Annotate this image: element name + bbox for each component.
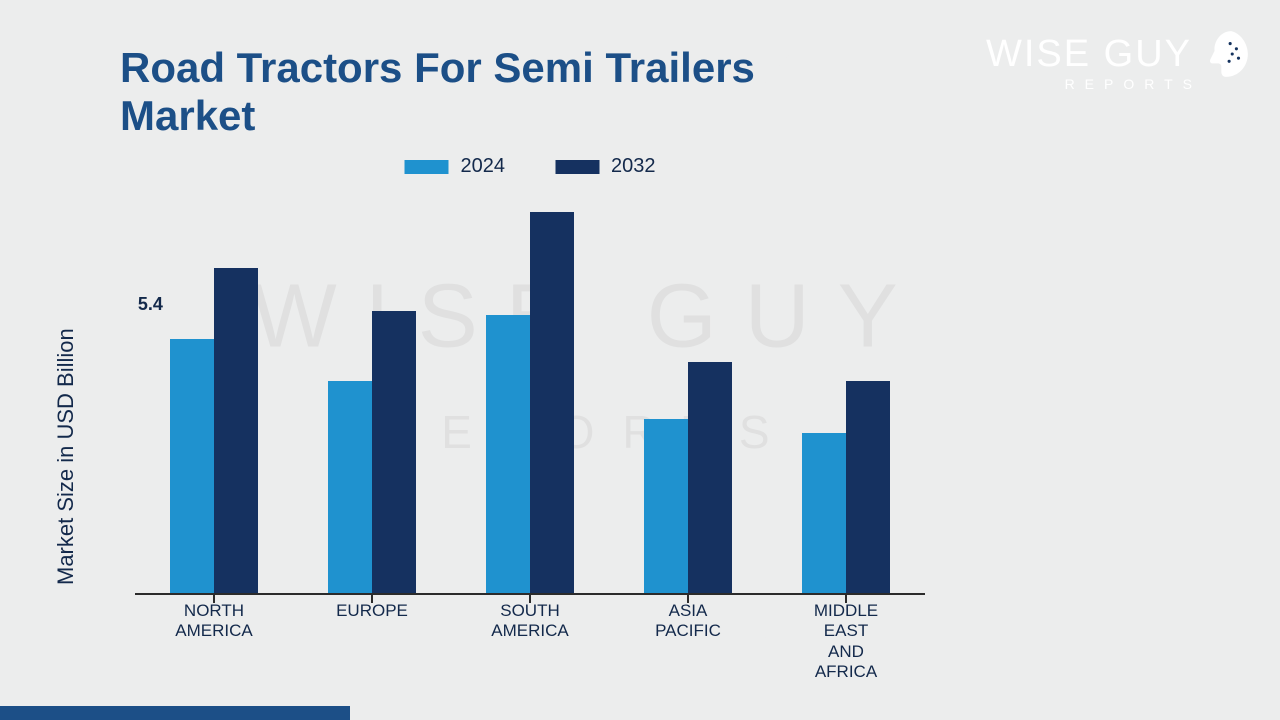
bar-2024 [644,419,688,593]
head-icon [1200,28,1252,80]
legend: 2024 2032 [405,155,656,178]
category-label: ASIA PACIFIC [617,601,759,683]
legend-label-2024: 2024 [461,155,506,178]
category-label: MIDDLE EAST AND AFRICA [775,601,917,683]
legend-label-2032: 2032 [611,155,656,178]
bar-group [459,212,601,593]
bar-2032 [530,212,574,593]
page-root: WISE GUY REPORTS WISE GUY REPORTS Road T… [0,0,1280,720]
y-axis-title: Market Size in USD Billion [53,328,79,585]
bar-2024 [170,339,214,593]
chart-area: Market Size in USD Billion 2024 2032 5.4… [115,165,945,655]
bar-2032 [688,362,732,593]
bar-group [775,381,917,593]
bar-2024 [802,433,846,593]
legend-item-2024: 2024 [405,155,506,178]
legend-item-2032: 2032 [555,155,656,178]
bar-2032 [846,381,890,593]
value-label: 5.4 [138,294,163,315]
bar-group [301,311,443,593]
bar-group: 5.4 [143,268,285,593]
category-label: SOUTH AMERICA [459,601,601,683]
category-label: EUROPE [301,601,443,683]
category-labels: NORTH AMERICAEUROPESOUTH AMERICAASIA PAC… [135,601,925,683]
bar-group [617,362,759,593]
page-title: Road Tractors For Semi Trailers Market [120,44,840,141]
legend-swatch-2032 [555,160,599,174]
bar-groups: 5.4 [135,195,925,593]
plot-area: 5.4 [135,195,925,595]
bar-2024 [486,315,530,593]
legend-swatch-2024 [405,160,449,174]
logo-main-row: WISE GUY [986,28,1252,80]
category-label: NORTH AMERICA [143,601,285,683]
bar-2032 [372,311,416,593]
brand-logo: WISE GUY REPORTS [986,28,1252,92]
bottom-accent-bar [0,706,350,720]
bar-2024 [328,381,372,593]
bar-2032 [214,268,258,593]
logo-main-text: WISE GUY [986,33,1192,76]
